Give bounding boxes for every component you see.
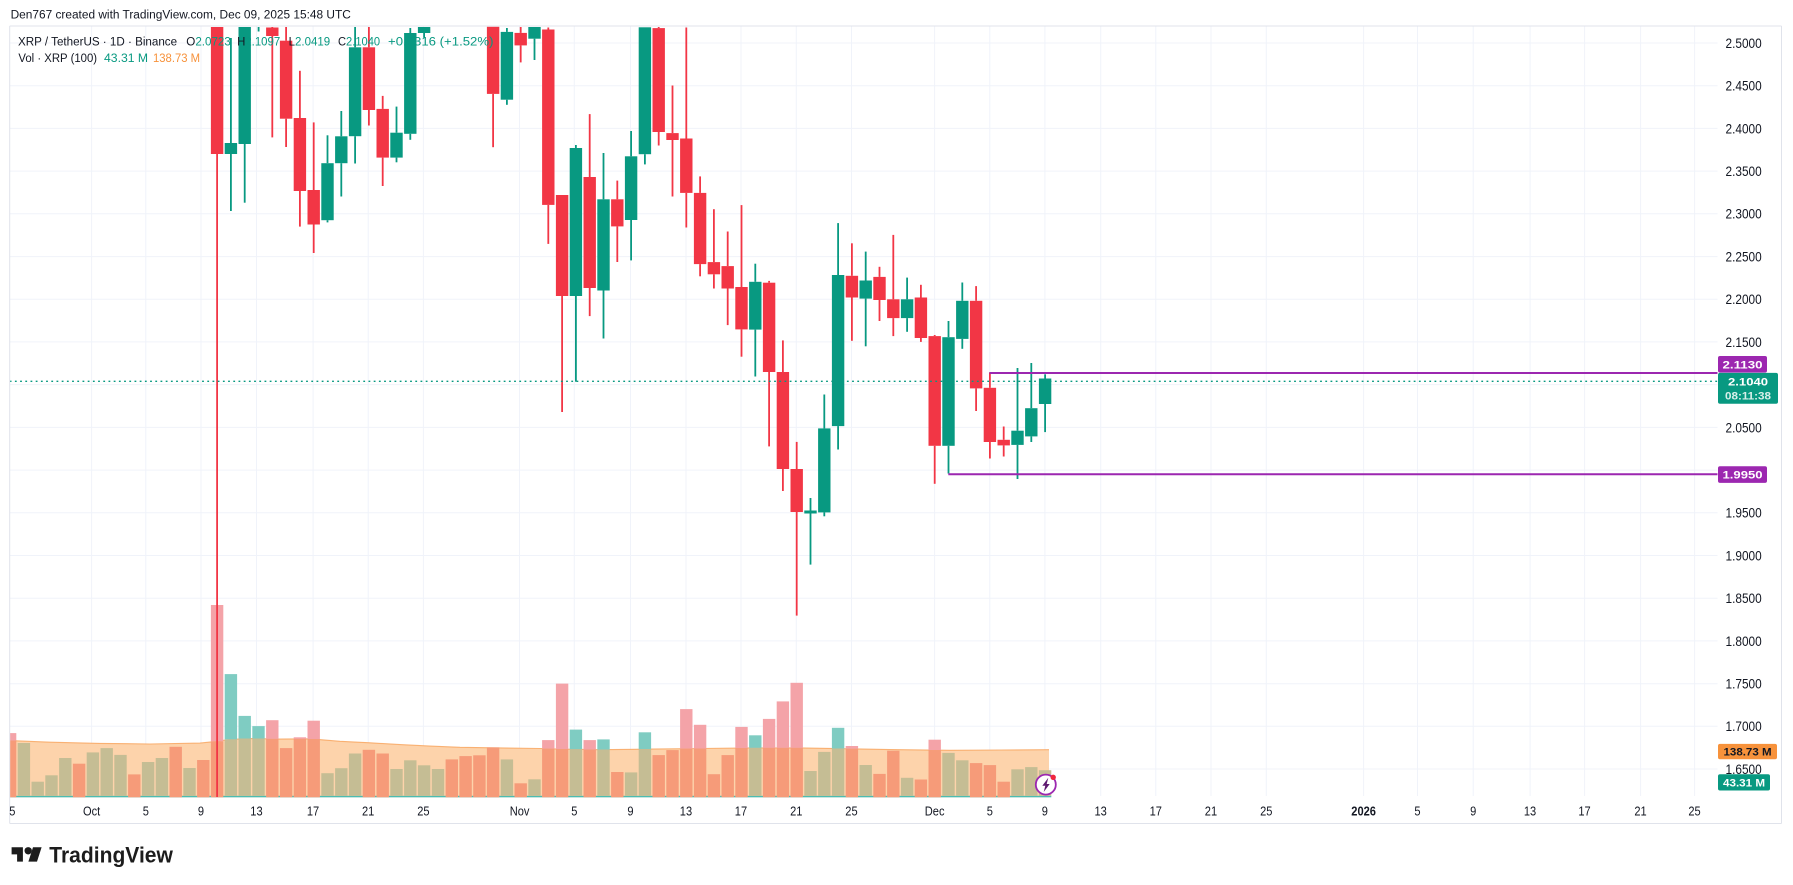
svg-text:TradingView: TradingView — [49, 843, 173, 867]
svg-text:2.2500: 2.2500 — [1726, 250, 1762, 265]
svg-text:13: 13 — [250, 803, 263, 818]
svg-text:2.1040: 2.1040 — [1728, 375, 1768, 388]
svg-text:43.31 M: 43.31 M — [104, 51, 148, 65]
svg-text:2.5000: 2.5000 — [1726, 36, 1762, 51]
svg-text:L2.0419: L2.0419 — [289, 35, 331, 48]
svg-text:1.9950: 1.9950 — [1723, 468, 1763, 481]
svg-text:Oct: Oct — [83, 803, 101, 818]
svg-text:5: 5 — [571, 803, 577, 818]
svg-text:17: 17 — [1578, 803, 1591, 818]
svg-text:2.2000: 2.2000 — [1726, 292, 1762, 307]
svg-text:1.6500: 1.6500 — [1726, 762, 1762, 777]
svg-text:2.4000: 2.4000 — [1726, 122, 1762, 137]
svg-text:25: 25 — [1688, 803, 1701, 818]
svg-text:O2.0723: O2.0723 — [186, 35, 231, 48]
svg-text:2.4500: 2.4500 — [1726, 79, 1762, 94]
svg-text:2.0500: 2.0500 — [1726, 421, 1762, 436]
svg-text:21: 21 — [362, 803, 375, 818]
svg-text:XRP / TetherUS · 1D · Binance: XRP / TetherUS · 1D · Binance — [18, 35, 178, 48]
svg-text:1.7500: 1.7500 — [1726, 677, 1762, 692]
svg-text:138.73 M: 138.73 M — [1724, 746, 1772, 758]
svg-text:5: 5 — [987, 803, 993, 818]
svg-text:138.73 M: 138.73 M — [153, 52, 200, 65]
svg-text:1.9000: 1.9000 — [1726, 549, 1762, 564]
svg-text:Nov: Nov — [510, 803, 531, 818]
svg-text:25: 25 — [417, 803, 430, 818]
svg-text:2.3000: 2.3000 — [1726, 207, 1762, 222]
svg-text:17: 17 — [1150, 803, 1163, 818]
svg-text:25: 25 — [845, 803, 858, 818]
svg-text:9: 9 — [627, 803, 633, 818]
svg-text:21: 21 — [1634, 803, 1647, 818]
svg-text:5: 5 — [9, 803, 15, 818]
svg-text:Dec: Dec — [925, 803, 945, 818]
svg-text:2.3500: 2.3500 — [1726, 164, 1762, 179]
svg-text:H2.1097: H2.1097 — [237, 35, 280, 48]
svg-text:25: 25 — [1260, 803, 1273, 818]
svg-text:1.7000: 1.7000 — [1726, 720, 1762, 735]
svg-text:+0.0316 (+1.52%): +0.0316 (+1.52%) — [388, 35, 493, 48]
svg-text:21: 21 — [1205, 803, 1218, 818]
svg-text:13: 13 — [1095, 803, 1108, 818]
svg-text:1.8000: 1.8000 — [1726, 634, 1762, 649]
svg-text:2.1500: 2.1500 — [1726, 335, 1762, 350]
svg-text:Den767 created with TradingVie: Den767 created with TradingView.com, Dec… — [11, 7, 351, 21]
svg-text:9: 9 — [1470, 803, 1476, 818]
svg-text:9: 9 — [1042, 803, 1048, 818]
svg-text:1.9500: 1.9500 — [1726, 506, 1762, 521]
svg-text:2026: 2026 — [1351, 803, 1376, 818]
svg-text:17: 17 — [735, 803, 748, 818]
svg-text:9: 9 — [198, 803, 204, 818]
svg-text:2.1130: 2.1130 — [1723, 358, 1763, 371]
svg-text:13: 13 — [680, 803, 693, 818]
svg-text:21: 21 — [790, 803, 803, 818]
svg-text:1.8500: 1.8500 — [1726, 591, 1762, 606]
svg-text:C2.1040: C2.1040 — [338, 36, 380, 48]
svg-text:43.31 M: 43.31 M — [1723, 777, 1765, 789]
svg-text:13: 13 — [1524, 803, 1537, 818]
svg-text:17: 17 — [307, 803, 320, 818]
svg-text:5: 5 — [143, 803, 149, 818]
svg-text:5: 5 — [1414, 803, 1420, 818]
svg-text:08:11:38: 08:11:38 — [1725, 391, 1772, 403]
svg-text:Vol · XRP (100): Vol · XRP (100) — [18, 52, 97, 65]
